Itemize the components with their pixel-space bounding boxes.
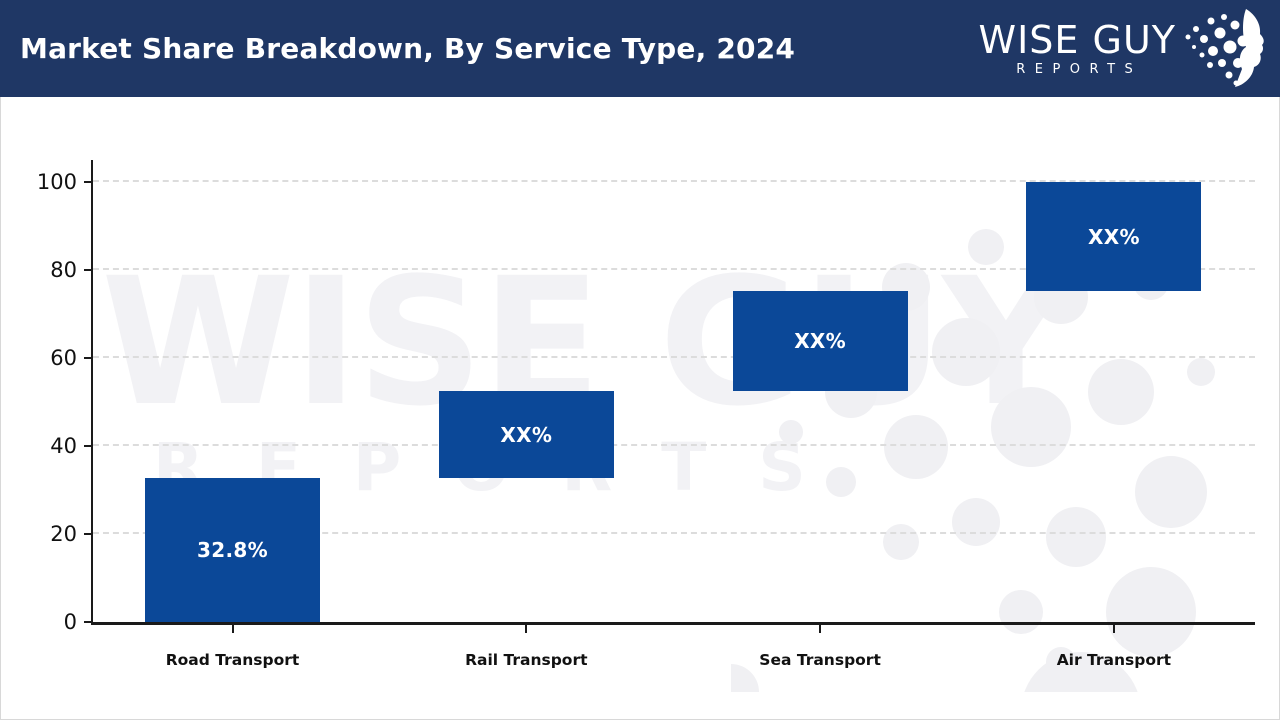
x-axis-category-label: Sea Transport — [759, 651, 881, 669]
header-bar: Market Share Breakdown, By Service Type,… — [0, 0, 1280, 97]
y-axis-tick-label: 20 — [50, 522, 77, 546]
y-axis-tick-label: 80 — [50, 258, 77, 282]
brand-logo: WISE GUY REPORTS — [979, 7, 1280, 91]
x-axis-category-label: Air Transport — [1056, 651, 1172, 669]
brand-subtitle: REPORTS — [1016, 61, 1143, 77]
bar-sea-transport: XX% — [732, 291, 908, 392]
brand-logo-text: WISE GUY REPORTS — [979, 21, 1176, 77]
plot-area: 0 20 40 60 80 100 32.8% XX% XX% XX% — [37, 160, 1255, 669]
gridline — [93, 356, 1255, 358]
x-axis-category-label: Road Transport — [165, 651, 300, 669]
bar-value-label: XX% — [1088, 224, 1140, 249]
x-axis-tick-mark — [819, 625, 822, 633]
gridline — [93, 532, 1255, 534]
y-axis-tick-mark — [84, 445, 93, 447]
bar-rail-transport: XX% — [438, 391, 614, 478]
bar-value-label: XX% — [794, 329, 846, 354]
bar-road-transport: 32.8% — [145, 477, 320, 622]
x-axis-tick-mark — [231, 625, 234, 633]
y-axis-tick-label: 60 — [50, 346, 77, 370]
x-axis-tick-mark — [1112, 625, 1115, 633]
x-axis-tick-mark — [525, 625, 528, 633]
gridline — [93, 268, 1255, 270]
y-axis-tick-label: 100 — [36, 170, 77, 194]
y-axis-tick-label: 40 — [50, 434, 77, 458]
bar-value-label: XX% — [500, 422, 553, 447]
logo-face-icon — [1185, 8, 1264, 87]
y-axis-tick-mark — [84, 181, 93, 183]
bar-value-label: 32.8% — [197, 537, 268, 562]
y-axis-tick-mark — [84, 357, 93, 359]
y-axis-tick-mark — [84, 621, 93, 623]
y-axis-tick-mark — [84, 533, 93, 535]
y-axis-tick-mark — [84, 269, 93, 271]
brand-name: WISE GUY — [978, 17, 1176, 62]
chart-title: Market Share Breakdown, By Service Type,… — [20, 32, 796, 65]
gridline — [93, 444, 1255, 446]
bar-air-transport: XX% — [1026, 182, 1202, 292]
chart-canvas: WISE GUY REPORTS 0 20 40 60 — [0, 97, 1280, 720]
y-axis-tick-label: 0 — [63, 610, 77, 634]
x-axis-category-label: Rail Transport — [465, 651, 588, 669]
gridline — [93, 180, 1255, 182]
